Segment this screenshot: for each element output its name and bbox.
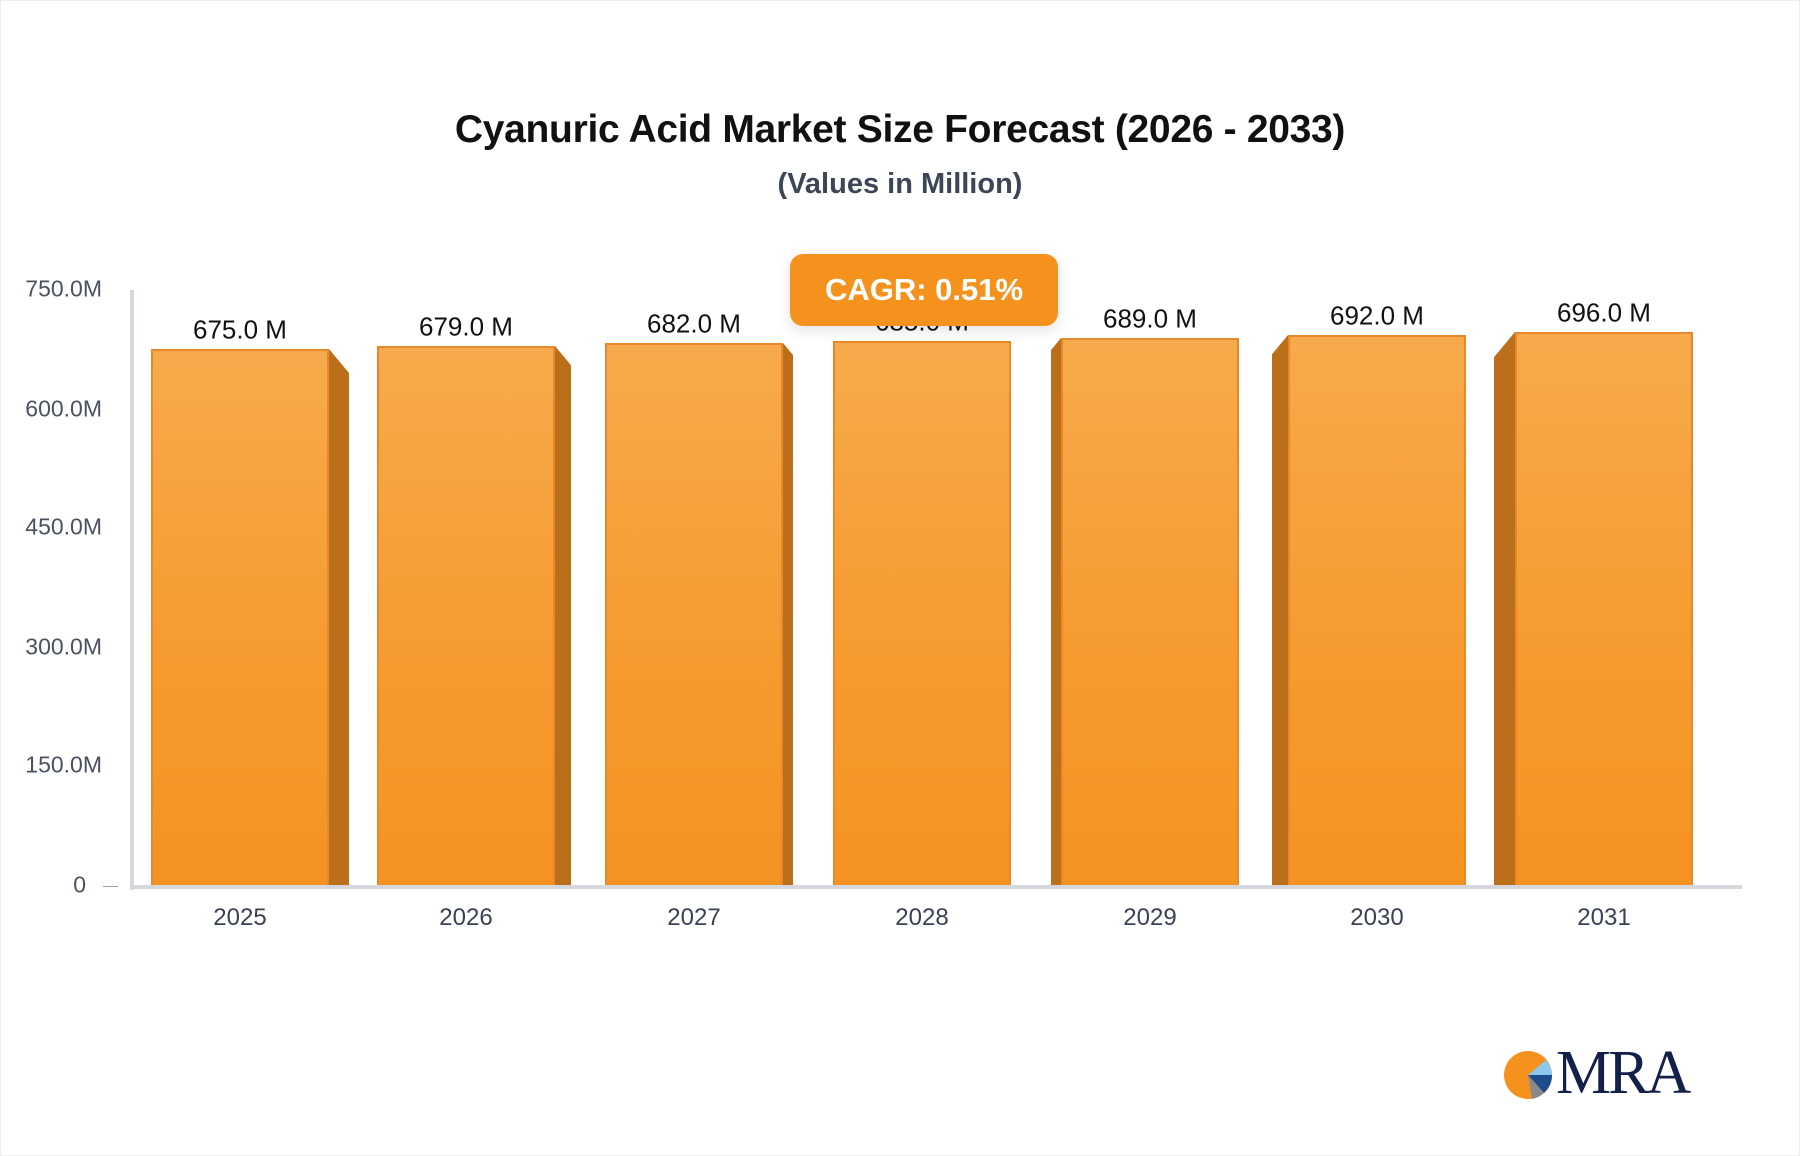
chart-title: Cyanuric Acid Market Size Forecast (2026… bbox=[454, 108, 1346, 151]
bar-side-face bbox=[1272, 335, 1288, 887]
bar-value-label: 682.0 M bbox=[647, 308, 741, 339]
bar-side-face bbox=[1494, 332, 1515, 887]
x-tick-label: 2028 bbox=[895, 904, 949, 931]
y-tick-label: 750.0M bbox=[25, 275, 102, 302]
bar-side-face bbox=[783, 343, 793, 887]
bar-2031[interactable] bbox=[1515, 332, 1693, 887]
x-tick-label: 2029 bbox=[1123, 904, 1177, 931]
x-tick-label: 2025 bbox=[213, 904, 267, 931]
mra-logo: MRA bbox=[1500, 1039, 1700, 1107]
bar-2025[interactable] bbox=[151, 349, 329, 887]
y-zero-tick-mark bbox=[103, 886, 118, 887]
x-tick-label: 2030 bbox=[1350, 904, 1404, 931]
bar-side-face bbox=[555, 346, 571, 887]
bar-2029[interactable] bbox=[1061, 338, 1239, 887]
y-tick-label: 600.0M bbox=[25, 395, 102, 422]
x-tick-label: 2026 bbox=[439, 904, 493, 931]
y-tick-label: 0 bbox=[73, 871, 86, 898]
y-tick-label: 300.0M bbox=[25, 633, 102, 660]
bar-2030[interactable] bbox=[1288, 335, 1466, 887]
bar-2028[interactable] bbox=[833, 341, 1011, 887]
pie-logo-icon bbox=[1504, 1051, 1553, 1099]
y-axis-line bbox=[130, 290, 134, 890]
x-axis-line bbox=[130, 885, 1742, 889]
bar-value-label: 675.0 M bbox=[193, 314, 287, 345]
y-tick-label: 450.0M bbox=[25, 513, 102, 540]
chart-subtitle: (Values in Million) bbox=[777, 168, 1023, 200]
bar-2027[interactable] bbox=[605, 343, 783, 887]
x-tick-label: 2031 bbox=[1577, 904, 1631, 931]
cagr-badge: CAGR: 0.51% bbox=[790, 254, 1058, 326]
y-tick-label: 150.0M bbox=[25, 751, 102, 778]
x-tick-label: 2027 bbox=[667, 904, 721, 931]
bar-side-face bbox=[329, 349, 349, 887]
bar-value-label: 692.0 M bbox=[1330, 300, 1424, 331]
bar-2026[interactable] bbox=[377, 346, 555, 887]
logo-text: MRA bbox=[1556, 1039, 1691, 1107]
bar-value-label: 689.0 M bbox=[1103, 303, 1197, 334]
bar-value-label: 679.0 M bbox=[419, 311, 513, 342]
bar-side-face bbox=[1051, 338, 1061, 887]
bar-value-label: 696.0 M bbox=[1557, 297, 1651, 328]
